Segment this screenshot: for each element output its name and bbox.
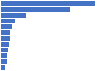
Bar [1,24,12,29]
Bar [1,30,10,35]
Bar [1,48,8,52]
Bar [1,7,70,12]
Bar [1,59,7,64]
Bar [1,19,15,23]
Bar [1,36,10,41]
Bar [1,13,26,18]
Bar [1,65,5,70]
Bar [1,1,95,6]
Bar [1,53,8,58]
Bar [1,42,9,47]
